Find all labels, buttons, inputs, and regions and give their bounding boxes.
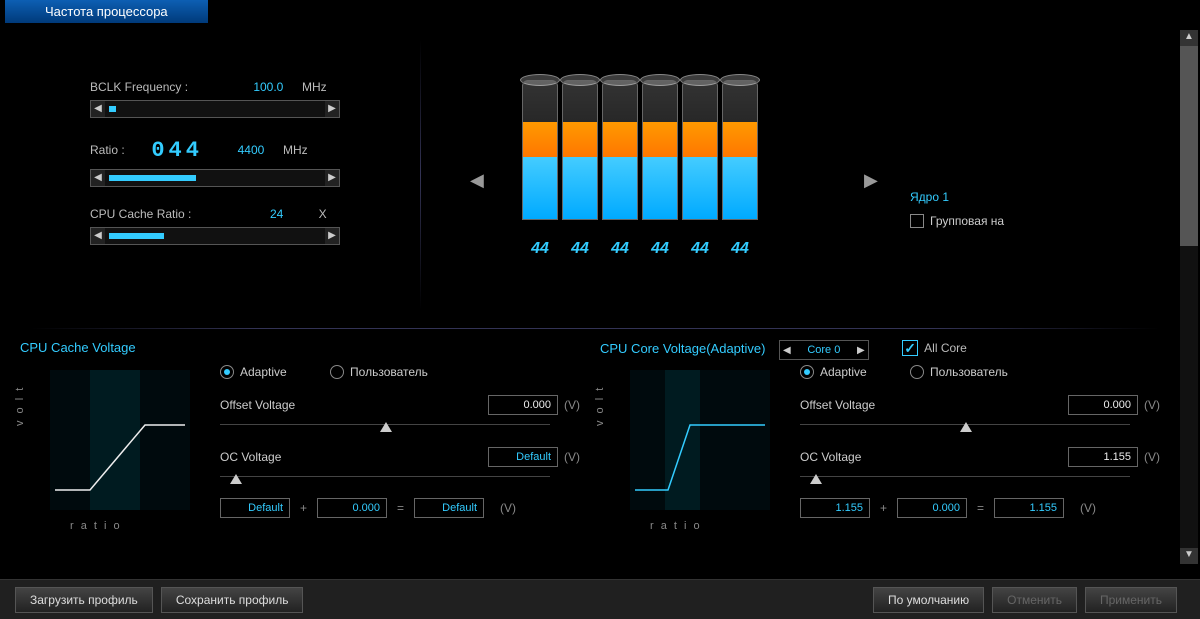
formula-offset[interactable]: 0.000: [317, 498, 387, 518]
y-axis-label: v o l t: [594, 386, 606, 426]
oc-label: OC Voltage: [800, 450, 920, 464]
scroll-down-icon[interactable]: ▼: [1180, 548, 1198, 564]
oc-input[interactable]: Default: [488, 447, 558, 467]
bclk-value: 100.0: [223, 80, 283, 94]
offset-input[interactable]: 0.000: [488, 395, 558, 415]
ratio-label: Ratio :: [90, 143, 140, 157]
chevron-right-icon[interactable]: ▶: [325, 101, 339, 117]
oc-input[interactable]: 1.155: [1068, 447, 1138, 467]
scroll-up-icon[interactable]: ▲: [1180, 30, 1198, 46]
chevron-left-icon[interactable]: ◀: [470, 170, 486, 194]
bclk-label: BCLK Frequency :: [90, 80, 220, 94]
ratio-digital: 044: [151, 138, 203, 163]
all-core-checkbox[interactable]: ✓ All Core: [902, 340, 967, 356]
y-axis-label: v o l t: [14, 386, 26, 426]
scroll-thumb[interactable]: [1180, 46, 1198, 246]
oc-slider[interactable]: [800, 476, 1130, 490]
chevron-right-icon[interactable]: ▶: [864, 170, 880, 194]
core-selector[interactable]: ◀ Core 0 ▶: [779, 340, 869, 360]
offset-label: Offset Voltage: [800, 398, 920, 412]
offset-label: Offset Voltage: [220, 398, 340, 412]
bclk-unit: MHz: [287, 80, 327, 94]
bclk-control: BCLK Frequency : 100.0 MHz ◀ ▶: [90, 80, 370, 118]
chevron-left-icon[interactable]: ◀: [91, 228, 105, 244]
cores-visualization: ◀ ▶ 44 44 44 44 44 44: [500, 70, 850, 290]
save-profile-button[interactable]: Сохранить профиль: [161, 587, 304, 613]
chevron-right-icon[interactable]: ▶: [325, 228, 339, 244]
x-axis-label: r a t i o: [70, 520, 122, 532]
radio-adaptive[interactable]: Adaptive: [220, 365, 287, 379]
oc-slider[interactable]: [220, 476, 550, 490]
chevron-left-icon[interactable]: ◀: [91, 170, 105, 186]
slider-fill: [109, 175, 196, 181]
core-voltage-title: CPU Core Voltage(Adaptive): [600, 341, 765, 356]
offset-slider[interactable]: [800, 424, 1130, 438]
voltage-graph: [630, 370, 770, 510]
formula-base[interactable]: 1.155: [800, 498, 870, 518]
cancel-button[interactable]: Отменить: [992, 587, 1077, 613]
chevron-right-icon[interactable]: ▶: [854, 345, 868, 356]
chevron-left-icon[interactable]: ◀: [91, 101, 105, 117]
bclk-slider[interactable]: ◀ ▶: [90, 100, 340, 118]
check-icon: ✓: [902, 340, 918, 356]
offset-slider[interactable]: [220, 424, 550, 438]
cache-ratio-control: CPU Cache Ratio : 24 X ◀ ▶: [90, 207, 370, 245]
group-label: Групповая на: [930, 214, 1004, 228]
default-button[interactable]: По умолчанию: [873, 587, 984, 613]
tab-cpu-frequency[interactable]: Частота процессора: [5, 0, 208, 23]
radio-user[interactable]: Пользователь: [330, 365, 428, 379]
radio-adaptive[interactable]: Adaptive: [800, 365, 867, 379]
radio-user[interactable]: Пользователь: [910, 365, 1008, 379]
ratio-value: 4400: [214, 143, 264, 157]
ratio-unit: MHz: [268, 143, 308, 157]
slider-fill: [109, 106, 116, 112]
formula-result: 1.155: [994, 498, 1064, 518]
cache-label: CPU Cache Ratio :: [90, 207, 220, 221]
chevron-right-icon[interactable]: ▶: [325, 170, 339, 186]
ratio-control: Ratio : 044 4400 MHz ◀ ▶: [90, 138, 370, 187]
formula-result: Default: [414, 498, 484, 518]
ratio-slider[interactable]: ◀ ▶: [90, 169, 340, 187]
oc-label: OC Voltage: [220, 450, 340, 464]
group-checkbox[interactable]: [910, 214, 924, 228]
formula-offset[interactable]: 0.000: [897, 498, 967, 518]
apply-button[interactable]: Применить: [1085, 587, 1177, 613]
cache-slider[interactable]: ◀ ▶: [90, 227, 340, 245]
scrollbar[interactable]: ▲ ▼: [1180, 30, 1198, 564]
chevron-left-icon[interactable]: ◀: [780, 345, 794, 356]
offset-input[interactable]: 0.000: [1068, 395, 1138, 415]
core-selected-title: Ядро 1: [910, 190, 1110, 204]
cache-voltage-title: CPU Cache Voltage: [20, 340, 136, 355]
voltage-graph: [50, 370, 190, 510]
x-axis-label: r a t i o: [650, 520, 702, 532]
cache-value: 24: [223, 207, 283, 221]
load-profile-button[interactable]: Загрузить профиль: [15, 587, 153, 613]
formula-base[interactable]: Default: [220, 498, 290, 518]
cache-unit: X: [287, 207, 327, 221]
slider-fill: [109, 233, 164, 239]
